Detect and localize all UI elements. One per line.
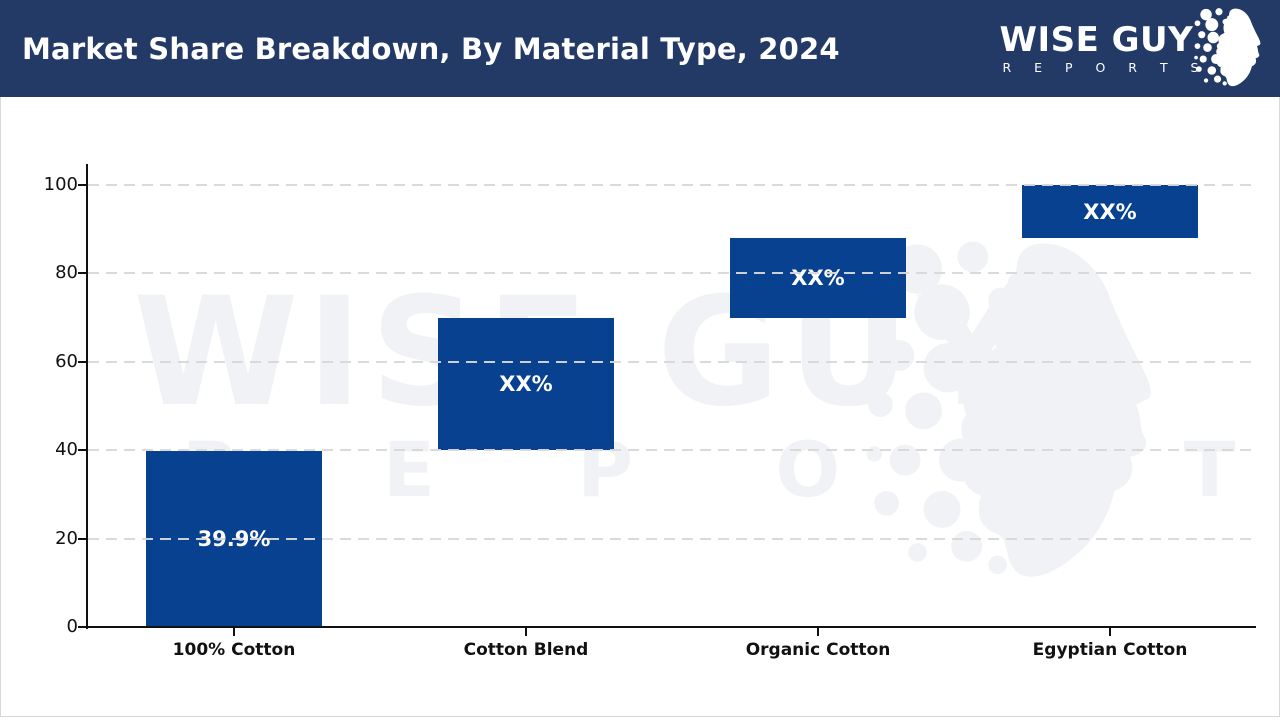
- y-axis: [86, 164, 88, 629]
- gridline-20: [88, 537, 1256, 540]
- y-tick-80: [78, 272, 86, 275]
- logo-wordmark-block: WISE GUY R E P O R T S: [999, 23, 1208, 75]
- gridline-100: [88, 184, 1256, 186]
- y-tick-60: [78, 360, 86, 363]
- x-tick-label-2: Cotton Blend: [463, 640, 589, 660]
- x-tick-label-1: 100% Cotton: [172, 640, 296, 660]
- y-tick-0: [78, 626, 86, 628]
- x-tick-4: [1109, 628, 1111, 636]
- y-tick-label-80: 80: [55, 262, 78, 284]
- y-tick-40: [78, 449, 86, 452]
- bar-value-label: XX%: [499, 371, 553, 396]
- logo-wordmark: WISE GUY: [999, 19, 1194, 60]
- bar-cotton-blend: [438, 317, 614, 451]
- logo-subtext: R E P O R T S: [1002, 59, 1208, 75]
- wise-guy-reports-logo: WISE GUY R E P O R T S: [999, 6, 1266, 92]
- bar-value-label: XX%: [791, 265, 845, 290]
- bar-egyptian-cotton: [1022, 185, 1198, 239]
- x-tick-3: [817, 628, 819, 636]
- x-tick-2: [525, 628, 527, 636]
- y-tick-label-100: 100: [43, 174, 78, 195]
- x-axis: [86, 626, 1256, 628]
- x-tick-1: [233, 628, 235, 636]
- y-tick-label-20: 20: [55, 527, 78, 549]
- y-tick-100: [78, 184, 86, 186]
- chart-title: Market Share Breakdown, By Material Type…: [22, 31, 840, 66]
- x-tick-label-4: Egyptian Cotton: [1032, 640, 1188, 660]
- header-banner: Market Share Breakdown, By Material Type…: [0, 0, 1280, 97]
- bar-organic-cotton: [730, 238, 906, 318]
- y-tick-label-40: 40: [55, 439, 78, 461]
- x-tick-label-3: Organic Cotton: [745, 640, 891, 660]
- y-tick-20: [78, 537, 86, 540]
- gridline-80: [88, 272, 1256, 275]
- y-tick-label-60: 60: [55, 350, 78, 372]
- gridline-60: [88, 360, 1256, 363]
- gridline-40: [88, 449, 1256, 452]
- bar-value-label: XX%: [1083, 199, 1137, 224]
- y-tick-label-0: 0: [66, 616, 78, 637]
